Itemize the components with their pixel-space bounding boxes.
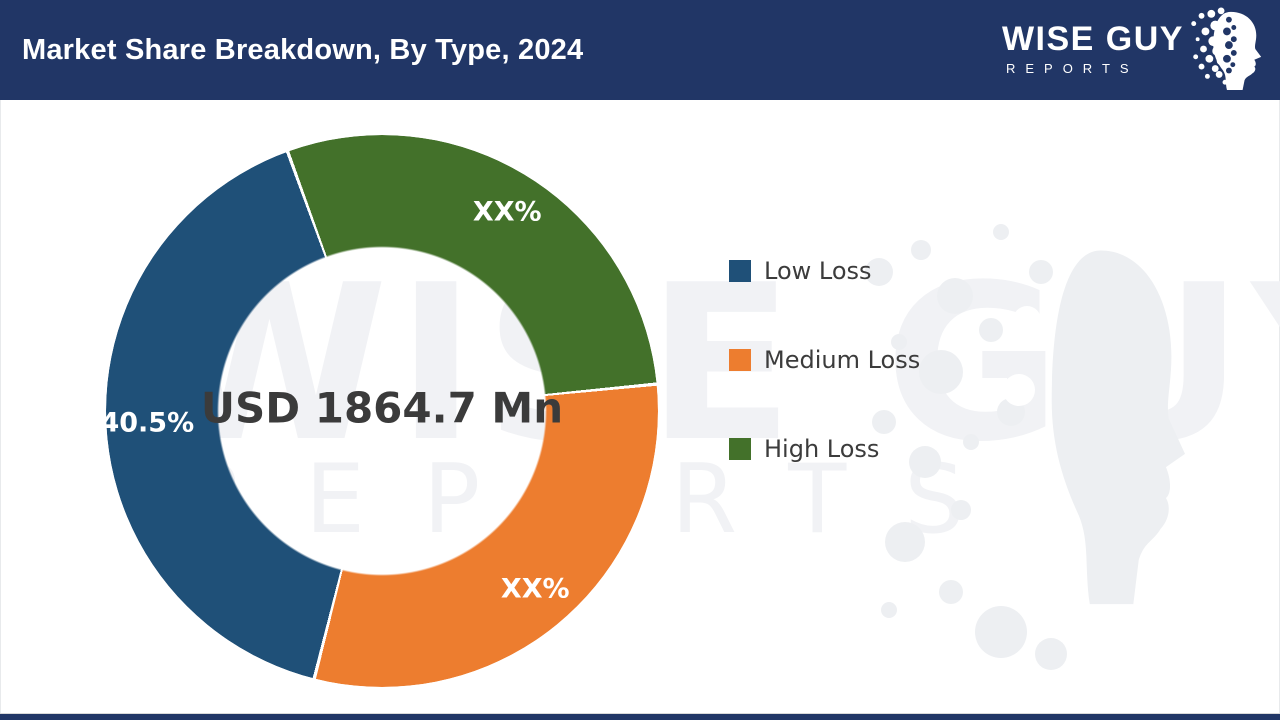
legend-swatch-low-loss: [729, 260, 751, 282]
chart-area: WISE GUY REPORTS XX%XX%40.5% USD 1864.7 …: [0, 100, 1280, 714]
donut-center-value: USD 1864.7 Mn: [200, 383, 564, 433]
legend: Low Loss Medium Loss High Loss: [729, 256, 920, 523]
logo-wordmark: WISE GUY: [1001, 20, 1184, 58]
logo-text: WISE GUY REPORTS: [1001, 20, 1184, 76]
slice-label-low-loss: 40.5%: [100, 407, 195, 439]
logo-subtitle: REPORTS: [1005, 60, 1139, 76]
donut-chart: [106, 135, 658, 687]
legend-swatch-high-loss: [729, 438, 751, 460]
watermark-head: [865, 224, 1185, 670]
footer-bar: [0, 713, 1280, 720]
page-title: Market Share Breakdown, By Type, 2024: [22, 34, 584, 66]
slice-label-medium-loss: XX%: [500, 573, 570, 605]
header-bar: Market Share Breakdown, By Type, 2024 WI…: [0, 0, 1280, 100]
legend-label-medium-loss: Medium Loss: [764, 346, 921, 374]
legend-swatch-medium-loss: [729, 349, 751, 371]
logo-head-icon: [1191, 7, 1262, 91]
brand-logo: WISE GUY REPORTS: [1002, 6, 1264, 92]
slice-label-high-loss: XX%: [472, 196, 542, 228]
legend-label-low-loss: Low Loss: [764, 257, 872, 285]
legend-label-high-loss: High Loss: [764, 435, 880, 463]
legend-item-low-loss: Low Loss: [729, 256, 920, 286]
legend-item-medium-loss: Medium Loss: [729, 345, 920, 375]
legend-item-high-loss: High Loss: [729, 434, 920, 464]
